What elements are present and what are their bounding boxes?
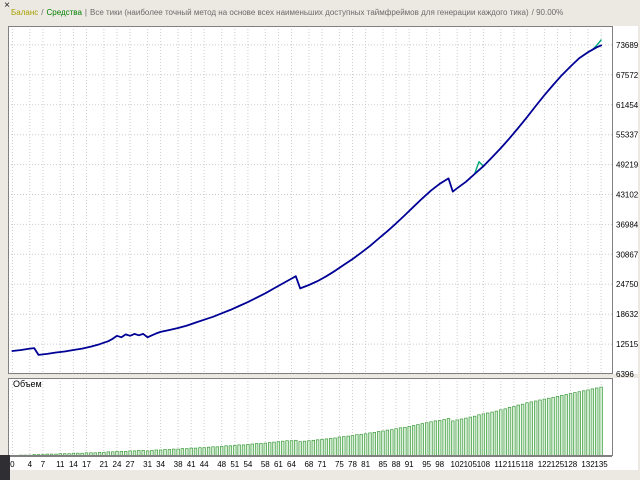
balance-legend-label: Баланс xyxy=(11,8,39,17)
svg-text:43102: 43102 xyxy=(616,191,638,200)
svg-text:132: 132 xyxy=(581,460,595,469)
svg-text:61454: 61454 xyxy=(616,101,638,110)
svg-text:6396: 6396 xyxy=(616,370,634,379)
balance-equity-graph[interactable]: 6396 12515 18632 24750 30867 36984 43102 49219 5… xyxy=(8,26,639,470)
svg-text:91: 91 xyxy=(405,460,414,469)
svg-text:108: 108 xyxy=(477,460,491,469)
svg-text:36984: 36984 xyxy=(616,220,638,229)
model-quality-text: / 90.00% xyxy=(531,8,564,17)
volume-panel-label: Объем xyxy=(13,379,42,389)
svg-text:41: 41 xyxy=(187,460,196,469)
close-icon[interactable]: × xyxy=(4,0,10,11)
svg-text:24750: 24750 xyxy=(616,280,638,289)
svg-text:85: 85 xyxy=(379,460,388,469)
svg-text:4: 4 xyxy=(28,460,33,469)
svg-text:71: 71 xyxy=(318,460,327,469)
svg-text:30867: 30867 xyxy=(616,250,638,259)
svg-text:115: 115 xyxy=(508,460,521,469)
svg-text:18632: 18632 xyxy=(616,310,638,319)
svg-text:11: 11 xyxy=(56,460,65,469)
svg-text:54: 54 xyxy=(243,460,252,469)
equity-legend-label: Средства xyxy=(46,8,82,17)
svg-text:105: 105 xyxy=(464,460,478,469)
svg-text:68: 68 xyxy=(304,460,313,469)
svg-text:98: 98 xyxy=(435,460,444,469)
svg-text:12515: 12515 xyxy=(616,340,638,349)
svg-text:75: 75 xyxy=(335,460,344,469)
svg-text:112: 112 xyxy=(494,460,507,469)
svg-text:21: 21 xyxy=(99,460,108,469)
svg-text:51: 51 xyxy=(230,460,239,469)
graph-legend: Баланс / Средства | Все тики (наиболее точны… xyxy=(11,8,566,18)
svg-text:55337: 55337 xyxy=(616,131,638,140)
svg-text:14: 14 xyxy=(69,460,78,469)
svg-text:135: 135 xyxy=(594,460,608,469)
svg-text:17: 17 xyxy=(82,460,91,469)
tester-tab-handle[interactable] xyxy=(0,455,10,480)
legend-separator: / xyxy=(41,8,44,17)
svg-text:0: 0 xyxy=(10,460,15,469)
svg-text:44: 44 xyxy=(200,460,209,469)
svg-text:73689: 73689 xyxy=(616,41,638,50)
svg-text:7: 7 xyxy=(41,460,46,469)
svg-text:67572: 67572 xyxy=(616,71,638,80)
svg-text:58: 58 xyxy=(261,460,270,469)
svg-text:24: 24 xyxy=(113,460,122,469)
svg-text:64: 64 xyxy=(287,460,296,469)
svg-text:61: 61 xyxy=(274,460,283,469)
svg-text:78: 78 xyxy=(348,460,357,469)
svg-text:122: 122 xyxy=(538,460,552,469)
svg-text:128: 128 xyxy=(564,460,578,469)
svg-text:34: 34 xyxy=(156,460,165,469)
svg-text:95: 95 xyxy=(422,460,431,469)
svg-text:38: 38 xyxy=(174,460,183,469)
legend-separator-2: | xyxy=(84,8,87,17)
svg-text:48: 48 xyxy=(217,460,226,469)
tick-model-text: Все тики (наиболее точный метод на основ… xyxy=(90,8,529,17)
svg-text:27: 27 xyxy=(126,460,135,469)
svg-text:125: 125 xyxy=(551,460,565,469)
svg-text:31: 31 xyxy=(143,460,152,469)
svg-text:49219: 49219 xyxy=(616,161,638,170)
svg-text:102: 102 xyxy=(451,460,465,469)
svg-text:118: 118 xyxy=(521,460,534,469)
svg-text:88: 88 xyxy=(392,460,401,469)
svg-text:81: 81 xyxy=(361,460,370,469)
